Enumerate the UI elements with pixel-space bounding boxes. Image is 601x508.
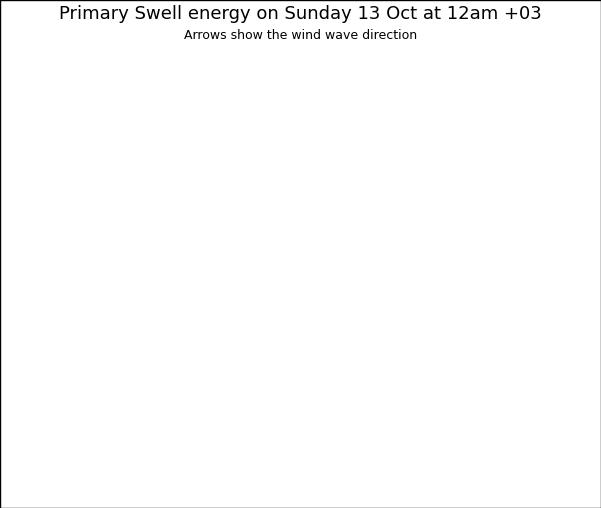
- Text: Arrows show the wind wave direction: Arrows show the wind wave direction: [184, 29, 417, 42]
- Text: Primary Swell energy on Sunday 13 Oct at 12am +03: Primary Swell energy on Sunday 13 Oct at…: [59, 5, 542, 23]
